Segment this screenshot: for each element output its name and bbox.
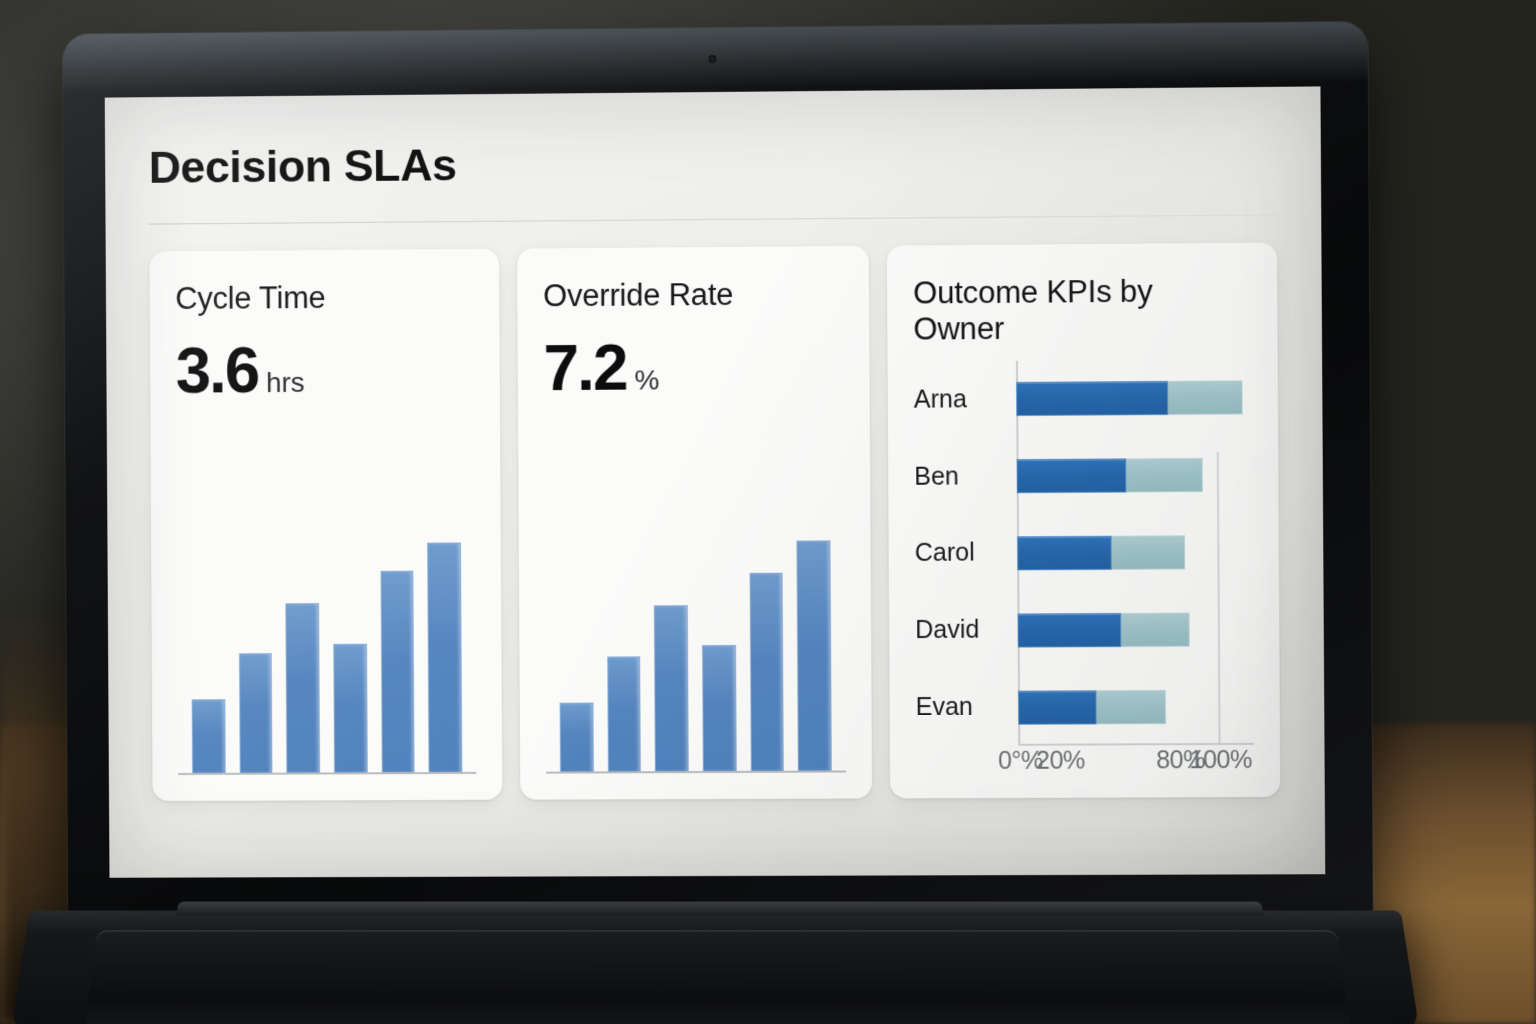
key-row bbox=[100, 1006, 1335, 1024]
chart-row-label: Carol bbox=[914, 539, 975, 568]
card-outcome-kpis[interactable]: Outcome KPIs by Owner Arna Ben Carol David E… bbox=[886, 242, 1281, 799]
kpi-value-row-cycle-time: 3.6 hrs bbox=[175, 334, 474, 407]
laptop-keyboard bbox=[81, 930, 1353, 1024]
key-row bbox=[104, 975, 1330, 999]
bar bbox=[654, 605, 689, 772]
header-divider bbox=[149, 214, 1277, 225]
key-row bbox=[108, 943, 1325, 967]
card-cycle-time[interactable]: Cycle Time 3.6 hrs bbox=[149, 248, 503, 801]
chart-row: Carol bbox=[915, 533, 1253, 573]
chart-outcome-kpis-by-owner: Arna Ben Carol David Evan 0°% 20% 80% 100% bbox=[914, 359, 1254, 775]
chart-x-tick: 20% bbox=[1035, 746, 1085, 775]
laptop-screen: Decision SLAs Cycle Time 3.6 hrs Overrid… bbox=[104, 86, 1326, 878]
sparkline-cycle-time bbox=[176, 542, 477, 776]
bar-segment-b bbox=[1126, 458, 1203, 493]
chart-row: Ben bbox=[914, 456, 1252, 496]
sparkline-override-rate bbox=[544, 540, 846, 774]
chart-row-label: Evan bbox=[915, 692, 973, 722]
bar bbox=[380, 570, 415, 773]
chart-row-track bbox=[1017, 535, 1253, 571]
chart-rows: Arna Ben Carol David Evan bbox=[914, 359, 1254, 746]
bar bbox=[702, 644, 737, 772]
card-title-outcome-kpis: Outcome KPIs by Owner bbox=[913, 273, 1153, 347]
dashboard-page: Decision SLAs Cycle Time 3.6 hrs Overrid… bbox=[104, 86, 1326, 878]
kpi-value-row-override-rate: 7.2 % bbox=[543, 331, 843, 405]
chart-row: Evan bbox=[916, 687, 1254, 727]
webcam-icon bbox=[707, 54, 716, 64]
chart-row: David bbox=[915, 610, 1253, 650]
chart-row-label: David bbox=[915, 615, 980, 645]
chart-x-tick: 100% bbox=[1189, 745, 1252, 775]
bar-segment-a bbox=[1016, 381, 1169, 417]
bar bbox=[559, 702, 594, 772]
kpi-value-cycle-time: 3.6 bbox=[175, 334, 259, 407]
bar-segment-a bbox=[1017, 612, 1122, 648]
cards-row: Cycle Time 3.6 hrs Override Rate 7.2 % bbox=[149, 242, 1281, 801]
kpi-unit-cycle-time: hrs bbox=[265, 366, 305, 399]
chart-row: Arna bbox=[914, 379, 1252, 419]
laptop-base bbox=[10, 901, 1420, 1024]
kpi-label-cycle-time: Cycle Time bbox=[175, 279, 326, 317]
bar bbox=[238, 653, 273, 773]
kpi-label-override-rate: Override Rate bbox=[543, 276, 734, 314]
bar-segment-b bbox=[1095, 689, 1167, 725]
chart-row-track bbox=[1016, 380, 1252, 417]
chart-row-track bbox=[1017, 689, 1254, 725]
bar bbox=[333, 643, 368, 773]
bar-segment-a bbox=[1017, 535, 1112, 571]
kpi-unit-override-rate: % bbox=[634, 364, 660, 396]
bar-segment-b bbox=[1168, 380, 1243, 416]
laptop-lid: Decision SLAs Cycle Time 3.6 hrs Overrid… bbox=[62, 21, 1374, 930]
chart-row-label: Arna bbox=[913, 385, 967, 414]
kpi-value-override-rate: 7.2 bbox=[543, 331, 627, 405]
chart-x-axis: 0°% 20% 80% 100% bbox=[998, 742, 1254, 775]
bar bbox=[606, 656, 642, 772]
bar bbox=[796, 540, 832, 771]
bar bbox=[749, 572, 785, 771]
chart-row-label: Ben bbox=[914, 462, 959, 491]
bar-segment-a bbox=[1017, 689, 1097, 725]
bar-segment-b bbox=[1121, 612, 1190, 647]
page-title: Decision SLAs bbox=[148, 139, 457, 193]
chart-row-track bbox=[1016, 458, 1253, 494]
bar-segment-a bbox=[1016, 458, 1127, 494]
card-override-rate[interactable]: Override Rate 7.2 % bbox=[516, 245, 873, 800]
bar bbox=[285, 602, 321, 773]
bar bbox=[427, 542, 463, 773]
bar bbox=[191, 699, 226, 773]
bar-segment-b bbox=[1111, 535, 1186, 570]
base-hinge bbox=[176, 901, 1264, 916]
chart-row-track bbox=[1017, 612, 1254, 648]
